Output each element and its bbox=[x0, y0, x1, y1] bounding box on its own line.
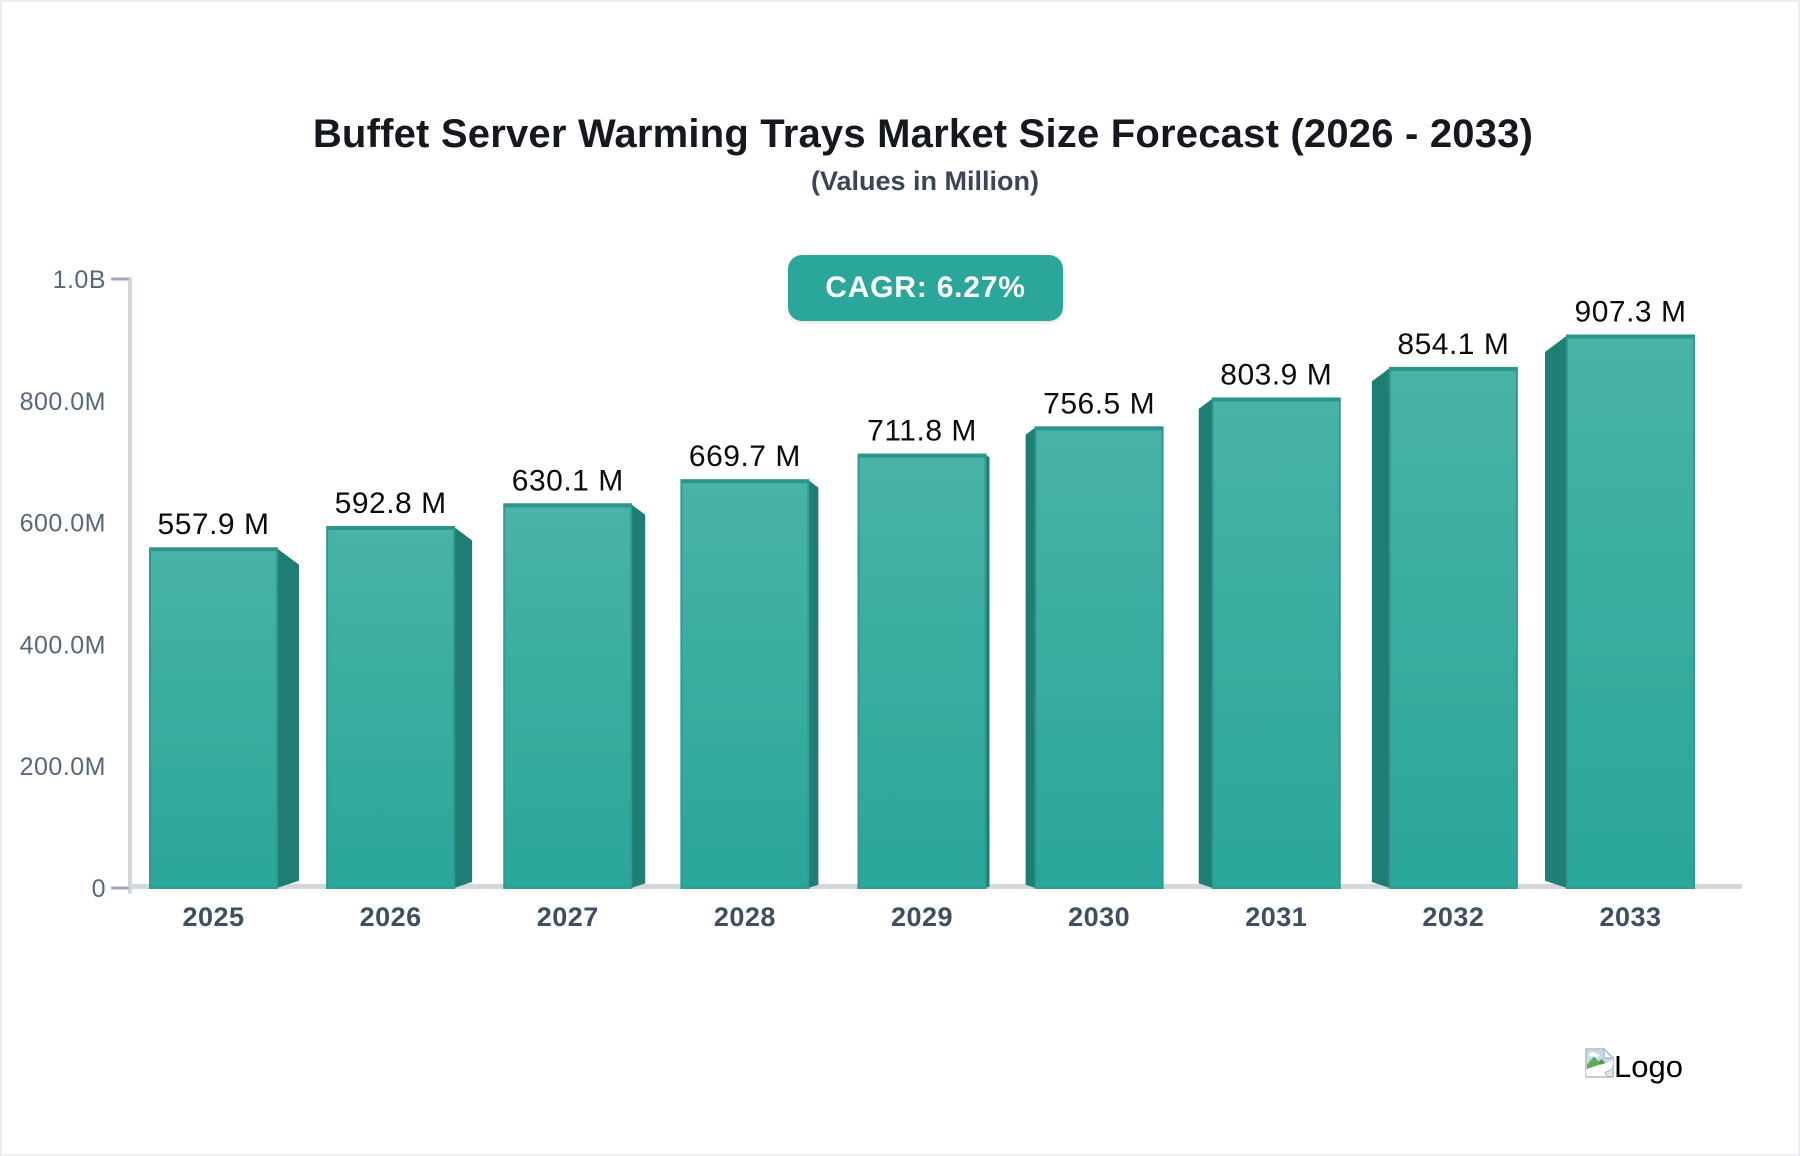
value-label-2028: 669.7 M bbox=[689, 440, 801, 473]
year-label-2025: 2025 bbox=[182, 902, 244, 932]
value-label-2025: 557.9 M bbox=[158, 508, 270, 541]
bar-2031-top-edge bbox=[1212, 398, 1340, 402]
bar-2027 bbox=[503, 503, 633, 889]
value-label-2032: 854.1 M bbox=[1397, 328, 1509, 361]
bar-2029 bbox=[857, 453, 987, 889]
value-label-2031: 803.9 M bbox=[1220, 358, 1332, 391]
logo-alt-text: Logo bbox=[1614, 1049, 1683, 1084]
bar-2030 bbox=[1034, 426, 1164, 889]
bar-2025-side bbox=[277, 548, 299, 888]
y-tick-label-600.0M: 600.0M bbox=[20, 510, 106, 538]
bar-2026-top-edge bbox=[327, 526, 455, 530]
chart-title: Buffet Server Warming Trays Market Size … bbox=[312, 112, 1534, 156]
chart-subtitle: (Values in Million) bbox=[810, 166, 1040, 196]
year-label-2029: 2029 bbox=[891, 902, 953, 932]
bar-2031 bbox=[1211, 397, 1341, 889]
broken-image-icon bbox=[1585, 1048, 1615, 1078]
bar-2033-top-edge bbox=[1567, 335, 1694, 339]
cagr-badge: CAGR: 6.27% bbox=[788, 255, 1063, 321]
bar-2028-side bbox=[808, 480, 819, 888]
value-label-2026: 592.8 M bbox=[335, 487, 447, 520]
bar-2029-top-edge bbox=[858, 454, 986, 458]
value-label-2033: 907.3 M bbox=[1575, 295, 1687, 328]
y-tick-label-1.0B: 1.0B bbox=[53, 266, 106, 294]
bar-2028-top-edge bbox=[681, 480, 809, 484]
year-label-2027: 2027 bbox=[537, 902, 599, 932]
bar-2032-top-edge bbox=[1389, 367, 1517, 371]
year-label-2028: 2028 bbox=[714, 902, 776, 932]
y-tick-dash-1.0B bbox=[111, 277, 129, 281]
bar-2028 bbox=[680, 479, 810, 889]
bar-2030-top-edge bbox=[1035, 427, 1163, 431]
y-tick-label-400.0M: 400.0M bbox=[20, 631, 106, 659]
bar-2030-side bbox=[1025, 427, 1036, 888]
year-label-2033: 2033 bbox=[1599, 902, 1661, 932]
year-label-2031: 2031 bbox=[1245, 902, 1307, 932]
value-label-2027: 630.1 M bbox=[512, 464, 624, 497]
bar-2031-side bbox=[1198, 398, 1213, 888]
y-axis-line bbox=[128, 277, 132, 894]
y-tick-label-800.0M: 800.0M bbox=[20, 388, 106, 416]
y-tick-dash-0 bbox=[111, 886, 129, 890]
bar-2032-side bbox=[1371, 367, 1390, 888]
bar-2033-side bbox=[1545, 335, 1567, 888]
y-tick-label-200.0M: 200.0M bbox=[20, 753, 106, 781]
bar-2027-top-edge bbox=[504, 504, 632, 508]
bar-2025 bbox=[149, 547, 278, 889]
bar-2026 bbox=[326, 525, 456, 889]
value-label-2030: 756.5 M bbox=[1043, 387, 1155, 420]
year-label-2030: 2030 bbox=[1068, 902, 1130, 932]
bar-2026-side bbox=[454, 526, 473, 888]
value-label-2029: 711.8 M bbox=[867, 415, 977, 448]
year-label-2026: 2026 bbox=[360, 902, 422, 932]
cagr-badge-label: CAGR: 6.27% bbox=[825, 271, 1026, 304]
bar-2025-top-edge bbox=[150, 548, 277, 552]
logo: Logo bbox=[1584, 1040, 1683, 1088]
bar-2033 bbox=[1566, 334, 1695, 890]
bar-2032 bbox=[1388, 366, 1518, 889]
year-label-2032: 2032 bbox=[1422, 902, 1484, 932]
bar-2027-side bbox=[631, 504, 646, 888]
y-tick-label-0: 0 bbox=[92, 875, 106, 903]
